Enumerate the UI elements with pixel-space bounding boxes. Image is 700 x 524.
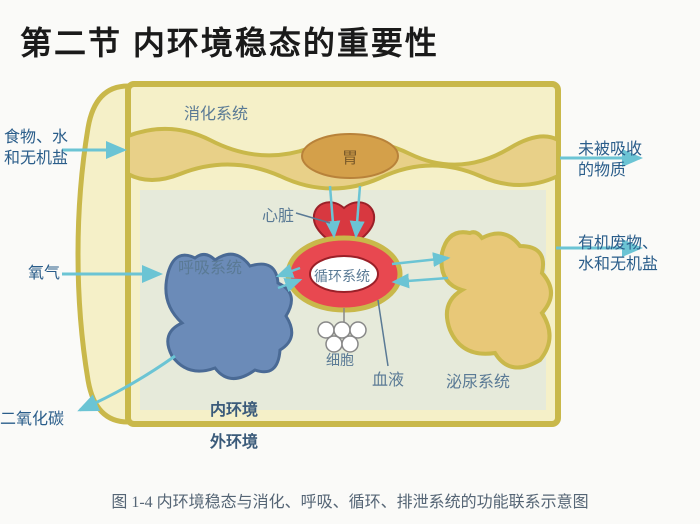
label-circulatory: 循环系统 xyxy=(314,266,370,286)
diagram-container: 食物、水 和无机盐 氧气 二氧化碳 未被吸收 的物质 有机废物、 水和无机盐 消… xyxy=(0,78,700,488)
label-cells: 细胞 xyxy=(326,350,354,370)
figure-caption: 图 1-4 内环境稳态与消化、呼吸、循环、排泄系统的功能联系示意图 xyxy=(0,488,700,512)
label-external-env: 外环境 xyxy=(210,428,258,452)
label-stomach: 胃 xyxy=(342,144,358,168)
label-heart: 心脏 xyxy=(262,202,294,226)
body-left-curve xyxy=(78,86,128,422)
label-co2: 二氧化碳 xyxy=(0,410,64,431)
label-food: 食物、水 和无机盐 xyxy=(4,128,68,170)
label-digestive: 消化系统 xyxy=(184,100,248,124)
label-blood: 血液 xyxy=(372,366,404,390)
label-internal-env: 内环境 xyxy=(210,396,258,420)
label-unabsorbed: 未被吸收 的物质 xyxy=(578,140,642,182)
label-waste: 有机废物、 水和无机盐 xyxy=(578,234,658,276)
label-oxygen: 氧气 xyxy=(28,264,60,285)
label-urinary: 泌尿系统 xyxy=(446,368,510,392)
page-title: 第二节 内环境稳态的重要性 xyxy=(0,0,700,64)
label-respiratory: 呼吸系统 xyxy=(178,254,242,278)
